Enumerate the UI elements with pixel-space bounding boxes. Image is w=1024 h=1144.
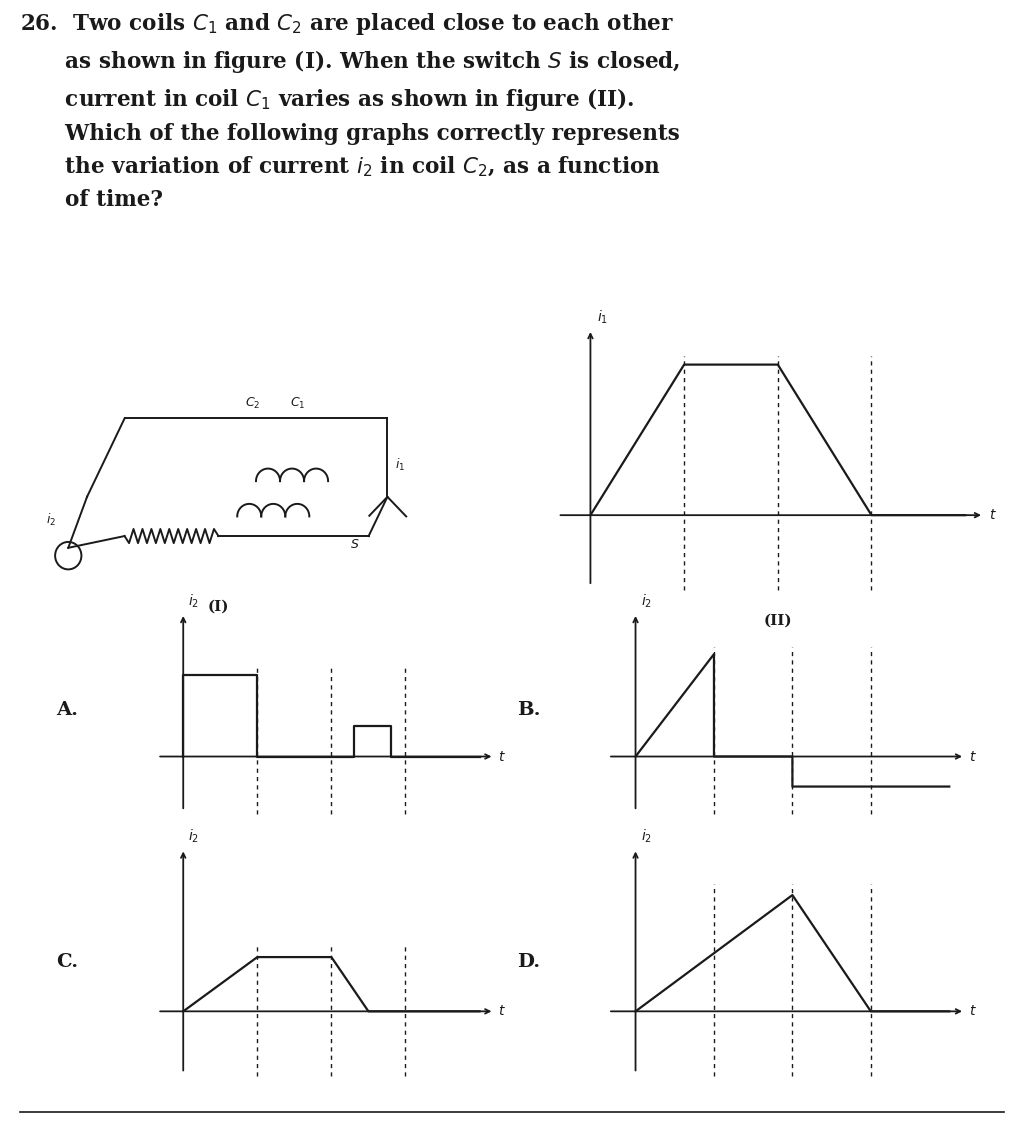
Text: $t$: $t$: [969, 1004, 977, 1018]
Text: $t$: $t$: [498, 1004, 506, 1018]
Text: $i_2$: $i_2$: [46, 513, 56, 529]
Text: A.: A.: [56, 701, 78, 718]
Text: D.: D.: [517, 953, 541, 970]
Text: $t$: $t$: [498, 749, 506, 763]
Text: 26.  Two coils $C_1$ and $C_2$ are placed close to each other
      as shown in : 26. Two coils $C_1$ and $C_2$ are placed…: [20, 11, 681, 210]
Text: $i_1$: $i_1$: [395, 458, 406, 474]
Text: $t$: $t$: [969, 749, 977, 763]
Text: (I): (I): [208, 599, 229, 613]
Text: C.: C.: [56, 953, 79, 970]
Text: $i_2$: $i_2$: [188, 593, 200, 611]
Text: $S$: $S$: [350, 538, 359, 550]
Text: $i_2$: $i_2$: [641, 828, 652, 845]
Text: (II): (II): [764, 614, 793, 628]
Text: B.: B.: [517, 701, 541, 718]
Text: $i_2$: $i_2$: [641, 593, 652, 611]
Text: $i_2$: $i_2$: [188, 828, 200, 845]
Text: $C_2$: $C_2$: [245, 396, 260, 411]
Text: $t$: $t$: [988, 508, 996, 522]
Text: $C_1$: $C_1$: [290, 396, 305, 411]
Text: $i_1$: $i_1$: [597, 308, 608, 326]
